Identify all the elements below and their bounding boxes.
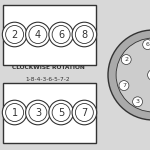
Circle shape (143, 40, 150, 50)
Text: 7: 7 (81, 108, 87, 117)
Circle shape (116, 38, 150, 112)
Circle shape (108, 30, 150, 120)
Circle shape (2, 100, 27, 125)
Text: 5: 5 (58, 108, 64, 117)
Circle shape (148, 70, 150, 80)
Bar (3, 82, 96, 142)
Circle shape (72, 100, 97, 125)
Text: 4: 4 (35, 30, 41, 39)
Text: 1-8-4-3-6-5-7-2: 1-8-4-3-6-5-7-2 (26, 77, 70, 82)
Circle shape (52, 26, 70, 44)
Circle shape (49, 100, 74, 125)
Circle shape (29, 103, 47, 122)
Text: 2: 2 (124, 57, 128, 62)
Circle shape (75, 103, 93, 122)
Circle shape (133, 97, 142, 107)
Circle shape (75, 26, 93, 44)
Circle shape (29, 26, 47, 44)
Text: 2: 2 (12, 30, 18, 39)
Text: 8: 8 (81, 30, 87, 39)
Circle shape (72, 22, 97, 47)
Circle shape (6, 103, 24, 122)
Circle shape (26, 100, 50, 125)
Text: 6: 6 (58, 30, 64, 39)
Circle shape (52, 103, 70, 122)
Circle shape (49, 22, 74, 47)
Text: 7: 7 (122, 83, 126, 88)
Text: 6: 6 (146, 42, 150, 47)
Circle shape (119, 81, 129, 90)
Text: 1: 1 (12, 108, 18, 117)
Text: 3: 3 (136, 99, 140, 104)
Text: 3: 3 (35, 108, 41, 117)
Circle shape (26, 22, 50, 47)
Circle shape (121, 55, 131, 64)
Bar (3, 4, 96, 64)
Circle shape (6, 26, 24, 44)
Text: CLOCKWISE ROTATION: CLOCKWISE ROTATION (12, 65, 84, 70)
Circle shape (2, 22, 27, 47)
